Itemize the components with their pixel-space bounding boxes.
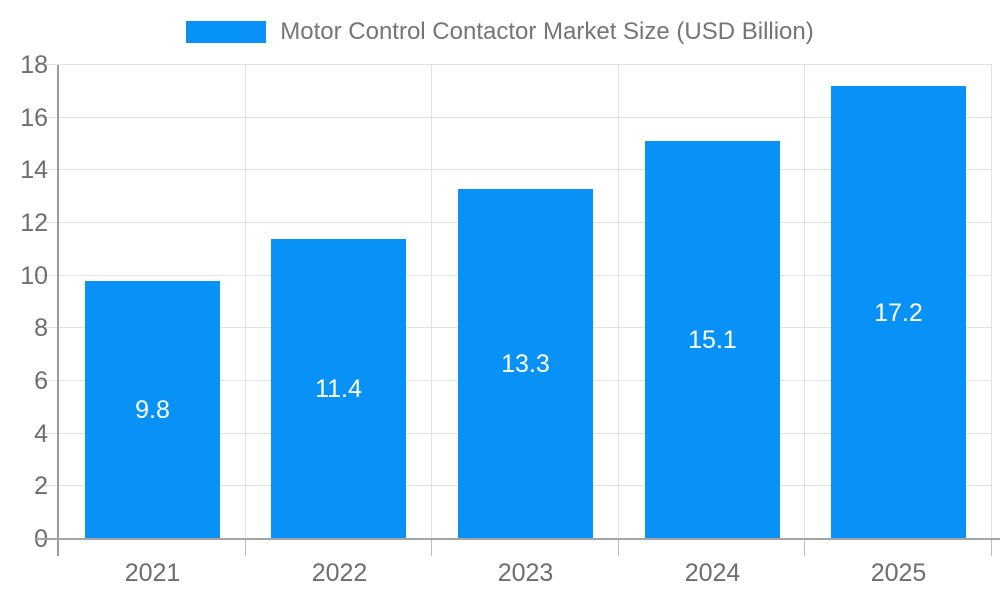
y-tick-label: 12 <box>20 209 48 237</box>
x-tick-label: 2025 <box>870 559 927 587</box>
y-tick-label: 16 <box>20 104 48 132</box>
v-gridline <box>804 65 805 539</box>
y-tick-label: 6 <box>34 367 48 395</box>
bar-value-label: 15.1 <box>688 326 737 354</box>
x-axis-tick <box>431 539 432 556</box>
bar-2023 <box>458 189 593 539</box>
x-axis-tick <box>991 539 992 556</box>
bar-2022 <box>271 239 406 539</box>
h-gridline <box>36 64 992 65</box>
h-gridline <box>36 117 992 118</box>
y-tick-label: 2 <box>34 472 48 500</box>
y-axis-line <box>57 65 59 556</box>
h-gridline <box>36 169 992 170</box>
bar-value-label: 11.4 <box>315 375 362 403</box>
y-tick-label: 10 <box>20 262 48 290</box>
y-tick-label: 8 <box>34 314 48 342</box>
x-axis-tick <box>245 539 246 556</box>
x-tick-label: 2024 <box>684 559 741 587</box>
bar-value-label: 17.2 <box>874 299 923 327</box>
legend-swatch <box>186 21 267 43</box>
chart-legend: Motor Control Contactor Market Size (USD… <box>0 17 1000 47</box>
legend-label: Motor Control Contactor Market Size (USD… <box>280 18 814 45</box>
v-gridline <box>618 65 619 539</box>
bar-value-label: 9.8 <box>135 396 170 424</box>
y-tick-label: 4 <box>34 420 48 448</box>
v-gridline <box>431 65 432 539</box>
x-tick-label: 2022 <box>311 559 368 587</box>
x-tick-label: 2021 <box>124 559 181 587</box>
v-gridline <box>245 65 246 539</box>
bar-2024 <box>645 141 780 539</box>
v-gridline <box>991 65 992 539</box>
x-tick-label: 2023 <box>497 559 554 587</box>
x-axis-tick <box>618 539 619 556</box>
bar-value-label: 13.3 <box>501 350 550 378</box>
x-axis-tick <box>804 539 805 556</box>
bar-2025 <box>831 86 966 539</box>
y-tick-label: 18 <box>20 51 48 79</box>
bar-2021 <box>85 281 220 539</box>
x-axis-line <box>36 538 1000 540</box>
y-tick-label: 14 <box>20 156 48 184</box>
